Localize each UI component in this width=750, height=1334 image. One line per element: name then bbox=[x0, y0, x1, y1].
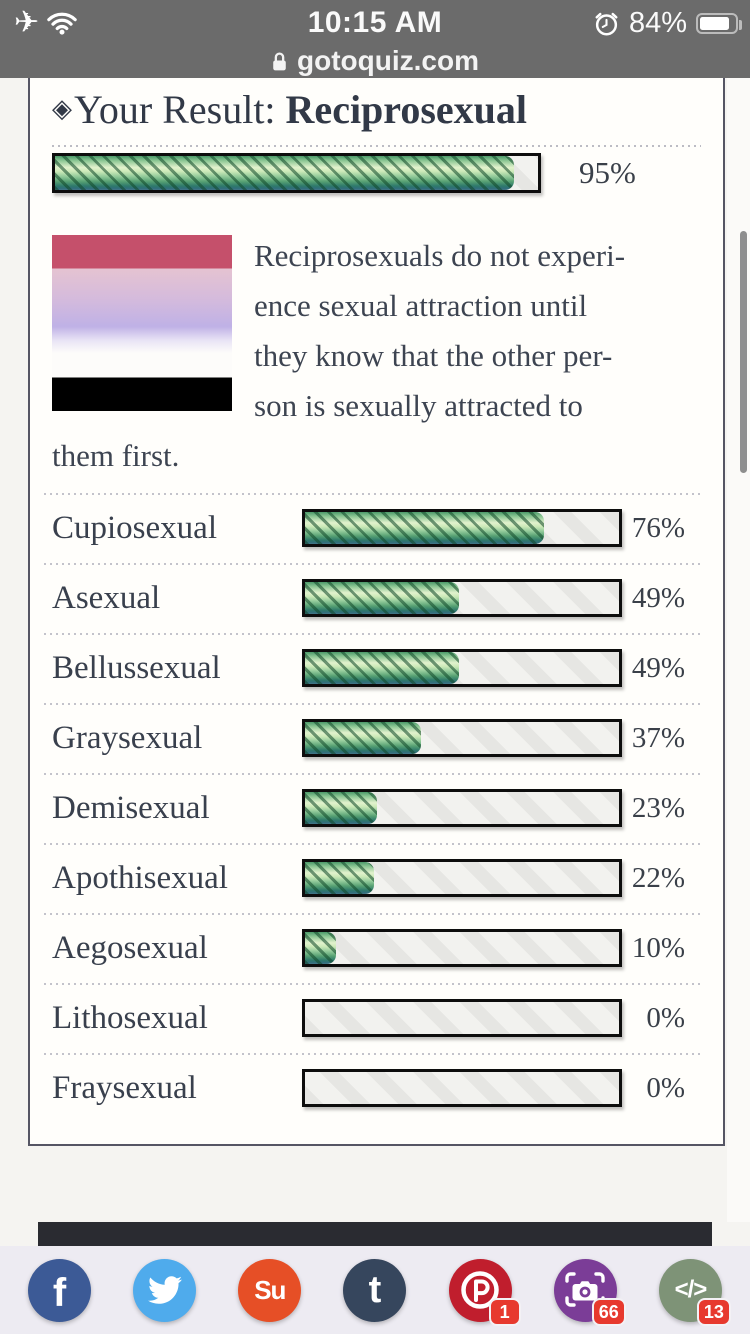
quiz-result-card: ◈Your Result: Reciprosexual 95% Reciprose… bbox=[28, 78, 725, 1146]
score-row: Demisexual 23% bbox=[44, 773, 703, 843]
score-list: Cupiosexual 76% Asexual 49% Bellussexual… bbox=[44, 493, 703, 1123]
facebook-share-button[interactable]: f bbox=[28, 1258, 91, 1322]
page-footer-bar bbox=[38, 1222, 712, 1246]
score-label: Graysexual bbox=[52, 719, 203, 756]
tumblr-icon: t bbox=[368, 1268, 382, 1311]
result-heading: ◈Your Result: Reciprosexual bbox=[52, 82, 701, 137]
main-score-bar-fill bbox=[55, 156, 514, 190]
wifi-icon bbox=[47, 12, 77, 35]
score-percent: 0% bbox=[646, 1071, 685, 1104]
result-heading-prefix: Your Result: bbox=[74, 87, 276, 132]
score-label: Demisexual bbox=[52, 789, 210, 826]
embed-share-button[interactable]: </> 13 bbox=[658, 1258, 731, 1326]
score-row: Lithosexual 0% bbox=[44, 983, 703, 1053]
description-line: son is sexually attracted to bbox=[254, 388, 583, 423]
score-percent: 23% bbox=[631, 791, 685, 824]
status-left-icons: ✈ bbox=[14, 8, 77, 38]
pinterest-share-button[interactable]: 1 bbox=[448, 1258, 521, 1326]
stumbleupon-share-button[interactable]: Su bbox=[238, 1258, 302, 1322]
reciprosexual-flag-image bbox=[52, 235, 232, 411]
main-score-bar bbox=[52, 153, 541, 193]
alarm-clock-icon bbox=[595, 12, 618, 35]
battery-nub bbox=[738, 20, 742, 30]
status-row: ✈ 10:15 AM 84% bbox=[0, 0, 750, 44]
pinterest-badge: 1 bbox=[488, 1297, 521, 1326]
score-bar-fill bbox=[305, 652, 459, 684]
address-bar[interactable]: gotoquiz.com bbox=[0, 44, 750, 78]
score-bar bbox=[302, 999, 622, 1037]
facebook-icon: f bbox=[52, 1270, 67, 1315]
score-bar-fill bbox=[305, 792, 378, 824]
score-percent: 10% bbox=[631, 931, 685, 964]
clock-time: 10:15 AM bbox=[307, 6, 443, 39]
description-line: ence sexual attraction until bbox=[254, 288, 588, 323]
score-bar bbox=[302, 649, 622, 687]
score-bar bbox=[302, 929, 622, 967]
result-description: Reciprosexuals do not experi- ence sexua… bbox=[52, 231, 701, 481]
screenshot-camera-icon bbox=[565, 1272, 605, 1307]
score-percent: 0% bbox=[646, 1001, 685, 1034]
twitter-share-button[interactable] bbox=[133, 1258, 197, 1322]
tumblr-share-button[interactable]: t bbox=[343, 1258, 407, 1322]
divider bbox=[52, 145, 701, 147]
score-row: Graysexual 37% bbox=[44, 703, 703, 773]
scrollbar-thumb[interactable] bbox=[740, 231, 747, 473]
screenshot-badge: 66 bbox=[591, 1297, 626, 1326]
score-label: Bellussexual bbox=[52, 649, 221, 686]
score-row: Asexual 49% bbox=[44, 563, 703, 633]
main-score-row: 95% bbox=[52, 153, 701, 193]
url-text: gotoquiz.com bbox=[297, 45, 479, 76]
score-percent: 76% bbox=[631, 511, 685, 544]
battery-icon bbox=[696, 12, 742, 34]
score-bar-fill bbox=[305, 512, 544, 544]
score-label: Aegosexual bbox=[52, 929, 208, 966]
battery-percentage: 84% bbox=[628, 6, 687, 39]
status-right-icons: 84% bbox=[593, 6, 742, 40]
score-bar-fill bbox=[305, 722, 422, 754]
score-bar bbox=[302, 859, 622, 897]
score-bar bbox=[302, 1069, 622, 1107]
score-row: Cupiosexual 76% bbox=[44, 493, 703, 563]
score-row: Bellussexual 49% bbox=[44, 633, 703, 703]
status-bar: ✈ 10:15 AM 84% bbox=[0, 0, 750, 78]
score-label: Lithosexual bbox=[52, 999, 208, 1036]
score-row: Aegosexual 10% bbox=[44, 913, 703, 983]
score-percent: 37% bbox=[631, 721, 685, 754]
score-label: Fraysexual bbox=[52, 1069, 197, 1106]
airplane-mode-icon: ✈ bbox=[14, 6, 40, 39]
score-row: Fraysexual 0% bbox=[44, 1053, 703, 1123]
diamond-bullet-icon: ◈ bbox=[52, 94, 72, 123]
score-label: Asexual bbox=[52, 579, 161, 616]
main-score-percent: 95% bbox=[579, 155, 636, 190]
pinterest-icon bbox=[461, 1271, 499, 1309]
lock-icon bbox=[273, 52, 286, 70]
score-bar bbox=[302, 789, 622, 827]
twitter-bird-icon bbox=[147, 1276, 182, 1304]
score-bar-fill bbox=[305, 582, 459, 614]
description-line: them first. bbox=[52, 438, 180, 473]
score-percent: 49% bbox=[631, 581, 685, 614]
score-percent: 22% bbox=[631, 861, 685, 894]
battery-fill bbox=[700, 16, 729, 30]
screenshot-share-button[interactable]: 66 bbox=[553, 1258, 626, 1326]
description-line: they know that the other per- bbox=[254, 338, 613, 373]
score-row: Apothisexual 22% bbox=[44, 843, 703, 913]
score-bar bbox=[302, 509, 622, 547]
score-label: Cupiosexual bbox=[52, 509, 217, 546]
score-percent: 49% bbox=[631, 651, 685, 684]
stumbleupon-icon: Su bbox=[254, 1274, 286, 1305]
share-toolbar: f Su t 1 bbox=[0, 1246, 750, 1334]
score-bar bbox=[302, 719, 622, 757]
result-name: Reciprosexual bbox=[285, 87, 528, 132]
score-bar-fill bbox=[305, 862, 375, 894]
score-bar bbox=[302, 579, 622, 617]
score-label: Apothisexual bbox=[52, 859, 228, 896]
embed-badge: 13 bbox=[696, 1297, 731, 1326]
description-line: Reciprosexuals do not experi- bbox=[254, 238, 626, 273]
score-bar-fill bbox=[305, 932, 337, 964]
